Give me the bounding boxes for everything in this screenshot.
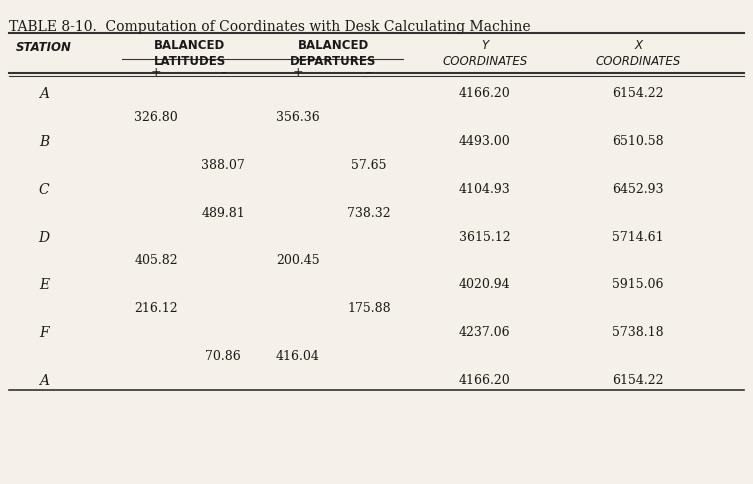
Text: 3615.12: 3615.12 (459, 230, 511, 243)
Text: A: A (39, 374, 49, 388)
Text: BALANCED
LATITUDES: BALANCED LATITUDES (154, 39, 226, 68)
Text: –: – (366, 66, 372, 79)
Text: 489.81: 489.81 (201, 206, 245, 219)
Text: 6154.22: 6154.22 (612, 87, 664, 100)
Text: 4166.20: 4166.20 (459, 374, 511, 387)
Text: 5915.06: 5915.06 (612, 278, 664, 291)
Text: 6510.58: 6510.58 (612, 135, 664, 147)
Text: +: + (151, 66, 161, 79)
Text: 4020.94: 4020.94 (459, 278, 511, 291)
Text: TABLE 8-10.  Computation of Coordinates with Desk Calculating Machine: TABLE 8-10. Computation of Coordinates w… (9, 19, 530, 33)
Text: 405.82: 405.82 (134, 254, 178, 267)
Text: +: + (293, 66, 303, 79)
Text: 5738.18: 5738.18 (612, 326, 664, 339)
Text: A: A (39, 87, 49, 101)
Text: 4237.06: 4237.06 (459, 326, 511, 339)
Text: 6154.22: 6154.22 (612, 374, 664, 387)
Text: 200.45: 200.45 (276, 254, 320, 267)
Text: 356.36: 356.36 (276, 110, 320, 123)
Text: 4166.20: 4166.20 (459, 87, 511, 100)
Text: 416.04: 416.04 (276, 349, 320, 363)
Text: B: B (38, 135, 49, 148)
Text: 5714.61: 5714.61 (612, 230, 664, 243)
Text: Y
COORDINATES: Y COORDINATES (442, 39, 528, 68)
Text: –: – (220, 66, 227, 79)
Text: F: F (39, 326, 49, 340)
Text: 175.88: 175.88 (347, 302, 391, 315)
Text: E: E (39, 278, 49, 292)
Text: 70.86: 70.86 (206, 349, 241, 363)
Text: 4104.93: 4104.93 (459, 182, 511, 195)
Text: 57.65: 57.65 (352, 158, 387, 171)
Text: 388.07: 388.07 (201, 158, 245, 171)
Text: 216.12: 216.12 (134, 302, 178, 315)
Text: 738.32: 738.32 (347, 206, 391, 219)
Text: D: D (38, 230, 50, 244)
Text: BALANCED
DEPARTURES: BALANCED DEPARTURES (291, 39, 376, 68)
Text: 6452.93: 6452.93 (612, 182, 664, 195)
Text: 4493.00: 4493.00 (459, 135, 511, 147)
Text: STATION: STATION (16, 41, 72, 54)
Text: 326.80: 326.80 (134, 110, 178, 123)
Text: C: C (38, 182, 49, 196)
Text: X
COORDINATES: X COORDINATES (596, 39, 681, 68)
